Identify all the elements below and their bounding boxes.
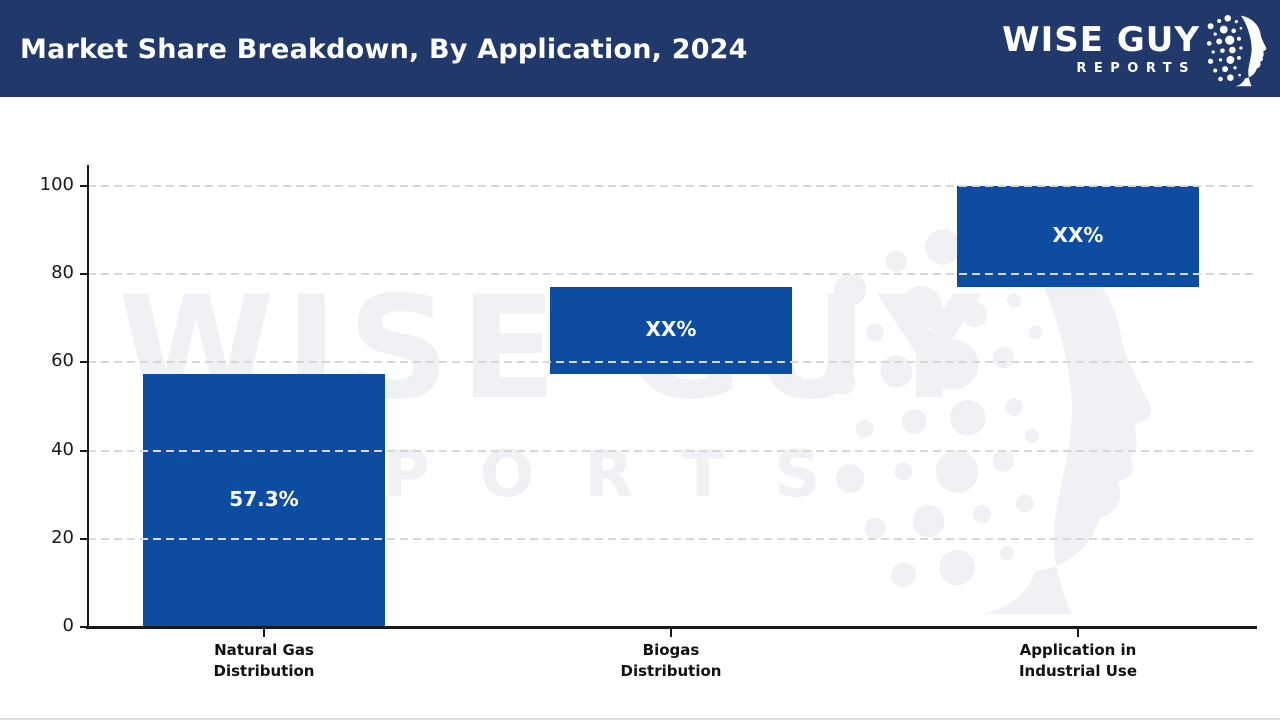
bar-segment (143, 374, 385, 627)
y-axis-tick-label: 60 (51, 350, 74, 372)
x-axis-tick-mark (263, 628, 265, 637)
logo-subtitle: REPORTS (1076, 61, 1196, 76)
bar-value-label: 57.3% (229, 486, 299, 511)
category-label: Natural Gas Distribution (129, 640, 399, 682)
gridline (88, 185, 1255, 187)
category-label-line: Industrial Use (1018, 662, 1138, 680)
category-label-line: Application in (1019, 641, 1137, 659)
x-axis-line (86, 626, 1257, 629)
logo-wordmark: WISE GUY (1002, 20, 1200, 60)
y-axis-tick-mark (80, 537, 88, 540)
header-bar: Market Share Breakdown, By Application, … (0, 0, 1280, 97)
y-axis-tick-mark (80, 185, 88, 187)
gridline (88, 273, 1255, 276)
y-axis-tick-label: 100 (39, 174, 74, 195)
category-label: Application in Industrial Use (943, 640, 1213, 682)
y-axis-tick-mark (80, 273, 88, 276)
y-axis-tick-label: 20 (51, 526, 74, 548)
gridline (88, 537, 1255, 540)
category-label-line: Biogas (642, 641, 700, 659)
y-axis-tick-label: 80 (51, 262, 74, 284)
category-label-line: Natural Gas (214, 641, 314, 659)
gridline (88, 449, 1255, 452)
bar-segment (550, 287, 792, 375)
x-axis-tick-mark (670, 628, 672, 637)
gridline (88, 361, 1255, 364)
bottom-border (0, 718, 1280, 720)
y-axis-tick-label: 40 (51, 438, 74, 460)
y-axis-tick-mark (80, 626, 88, 628)
y-axis-tick-label: 0 (62, 615, 74, 636)
x-axis-tick-mark (1077, 628, 1079, 637)
bar-segment (957, 186, 1199, 288)
y-axis-tick-mark (80, 361, 88, 364)
category-label-line: Distribution (620, 662, 722, 680)
wiseguy-logo: WISE GUY REPORTS (1002, 4, 1268, 94)
wiseguy-face-icon (1206, 15, 1267, 87)
y-axis-line (87, 165, 89, 629)
category-label: Biogas Distribution (536, 640, 806, 682)
bar-value-label: XX% (1052, 222, 1104, 247)
page-title: Market Share Breakdown, By Application, … (20, 34, 748, 65)
category-label-line: Distribution (213, 662, 315, 680)
bar-value-label: XX% (645, 316, 697, 341)
y-axis-tick-mark (80, 449, 88, 452)
